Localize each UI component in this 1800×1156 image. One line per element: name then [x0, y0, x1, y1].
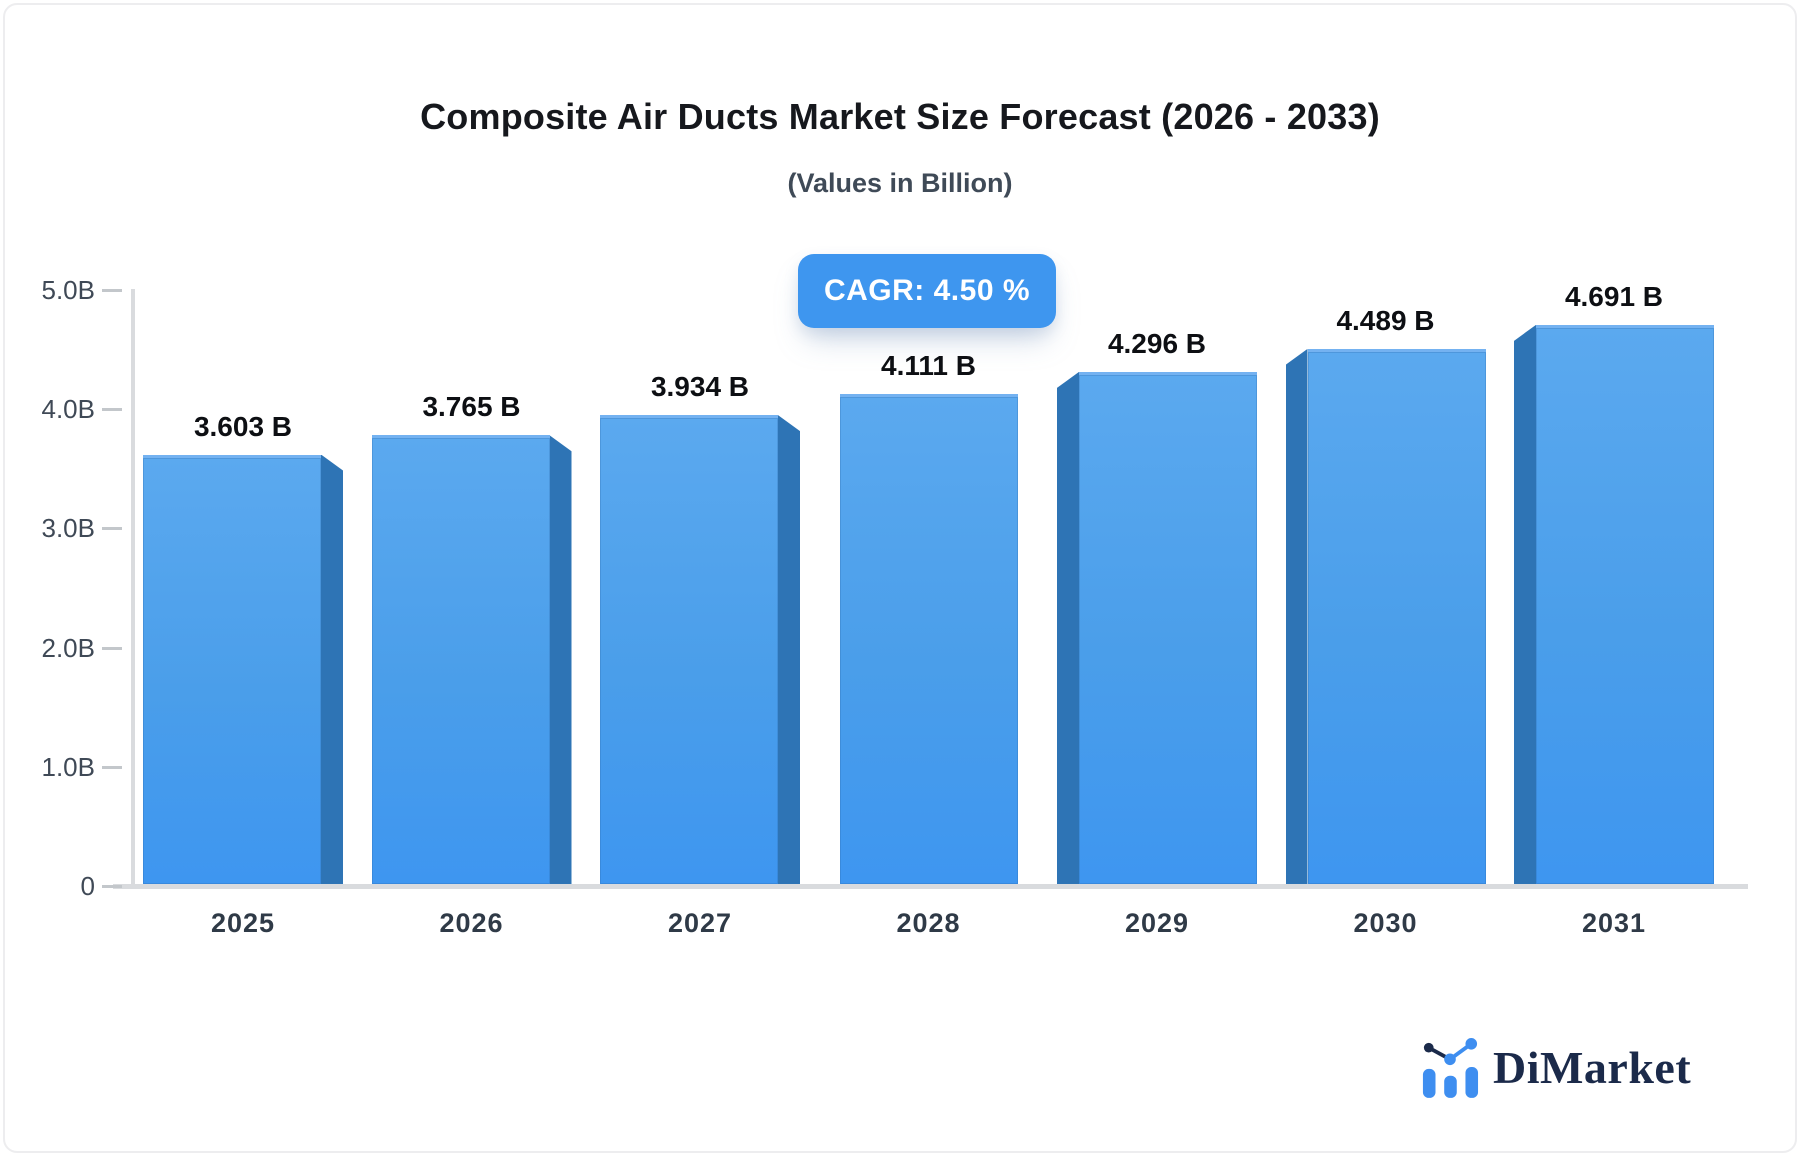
bar-value-label: 4.296 B [1107, 327, 1207, 359]
y-tick-label: 0 [80, 871, 95, 901]
bar-body-2028 [839, 393, 1018, 884]
x-axis-label-2026: 2026 [439, 908, 504, 938]
bar-body-2025 [143, 454, 321, 884]
bar-side-face-2030 [1285, 348, 1308, 884]
bar-value-label: 3.934 B [650, 371, 750, 403]
x-axis-baseline [113, 884, 1748, 889]
brand-logo: DiMarket [1421, 1036, 1691, 1098]
x-axis-label-2027: 2027 [667, 908, 733, 938]
bar-2029: 4.296 B [1057, 328, 1257, 884]
bar-2030: 4.489 B [1285, 305, 1486, 884]
bar-2028: 4.111 B [829, 350, 1029, 884]
x-axis-label-2031: 2031 [1581, 908, 1647, 938]
y-tick-mark [102, 646, 122, 650]
bar-body-2026 [371, 435, 550, 884]
bar-body-2029 [1079, 371, 1257, 884]
y-tick-mark [102, 885, 122, 888]
y-tick-mark [102, 527, 122, 531]
bar-side-face-2031 [1514, 324, 1536, 884]
bar-body-2031 [1536, 324, 1714, 884]
bar-value-label: 4.691 B [1564, 280, 1664, 312]
y-tick-label: 3.0B [41, 513, 96, 544]
bar-side-face-2025 [321, 454, 343, 884]
cagr-badge-label: CAGR: 4.50 % [823, 274, 1031, 307]
bar-chart-logo-icon [1422, 1038, 1479, 1098]
x-axis-label-2025: 2025 [210, 908, 276, 938]
y-tick-label: 2.0B [41, 632, 96, 663]
brand-logo-text: DiMarket [1493, 1041, 1692, 1093]
bar-side-face-2029 [1057, 371, 1079, 884]
y-tick-mark [102, 408, 122, 412]
x-axis-label-2029: 2029 [1124, 908, 1190, 938]
x-axis-label-2028: 2028 [896, 908, 961, 938]
chart-title: Composite Air Ducts Market Size Forecast… [420, 96, 1380, 137]
bar-2031: 4.691 B [1514, 281, 1714, 884]
bar-body-2030 [1307, 348, 1486, 884]
bar-2026: 3.765 B [371, 391, 572, 884]
bar-2027: 3.934 B [600, 371, 800, 884]
y-tick-mark [102, 765, 122, 769]
y-tick-mark [102, 289, 122, 292]
y-tick-label: 1.0B [41, 751, 96, 782]
bar-side-face-2026 [549, 435, 572, 884]
y-tick-label: 4.0B [41, 394, 96, 425]
bar-value-label: 3.603 B [193, 410, 293, 442]
y-axis-line [131, 289, 135, 886]
x-axis-label-2030: 2030 [1353, 908, 1418, 938]
bar-side-face-2027 [778, 415, 800, 884]
bar-body-2027 [600, 415, 778, 884]
chart-subtitle: (Values in Billion) [787, 168, 1013, 198]
bar-2025: 3.603 B [143, 411, 343, 884]
bar-value-label: 4.489 B [1336, 304, 1435, 336]
bar-value-label: 4.111 B [881, 349, 976, 381]
cagr-badge: CAGR: 4.50 % [798, 254, 1056, 328]
y-tick-label: 5.0B [41, 275, 96, 305]
bar-value-label: 3.765 B [422, 391, 521, 423]
